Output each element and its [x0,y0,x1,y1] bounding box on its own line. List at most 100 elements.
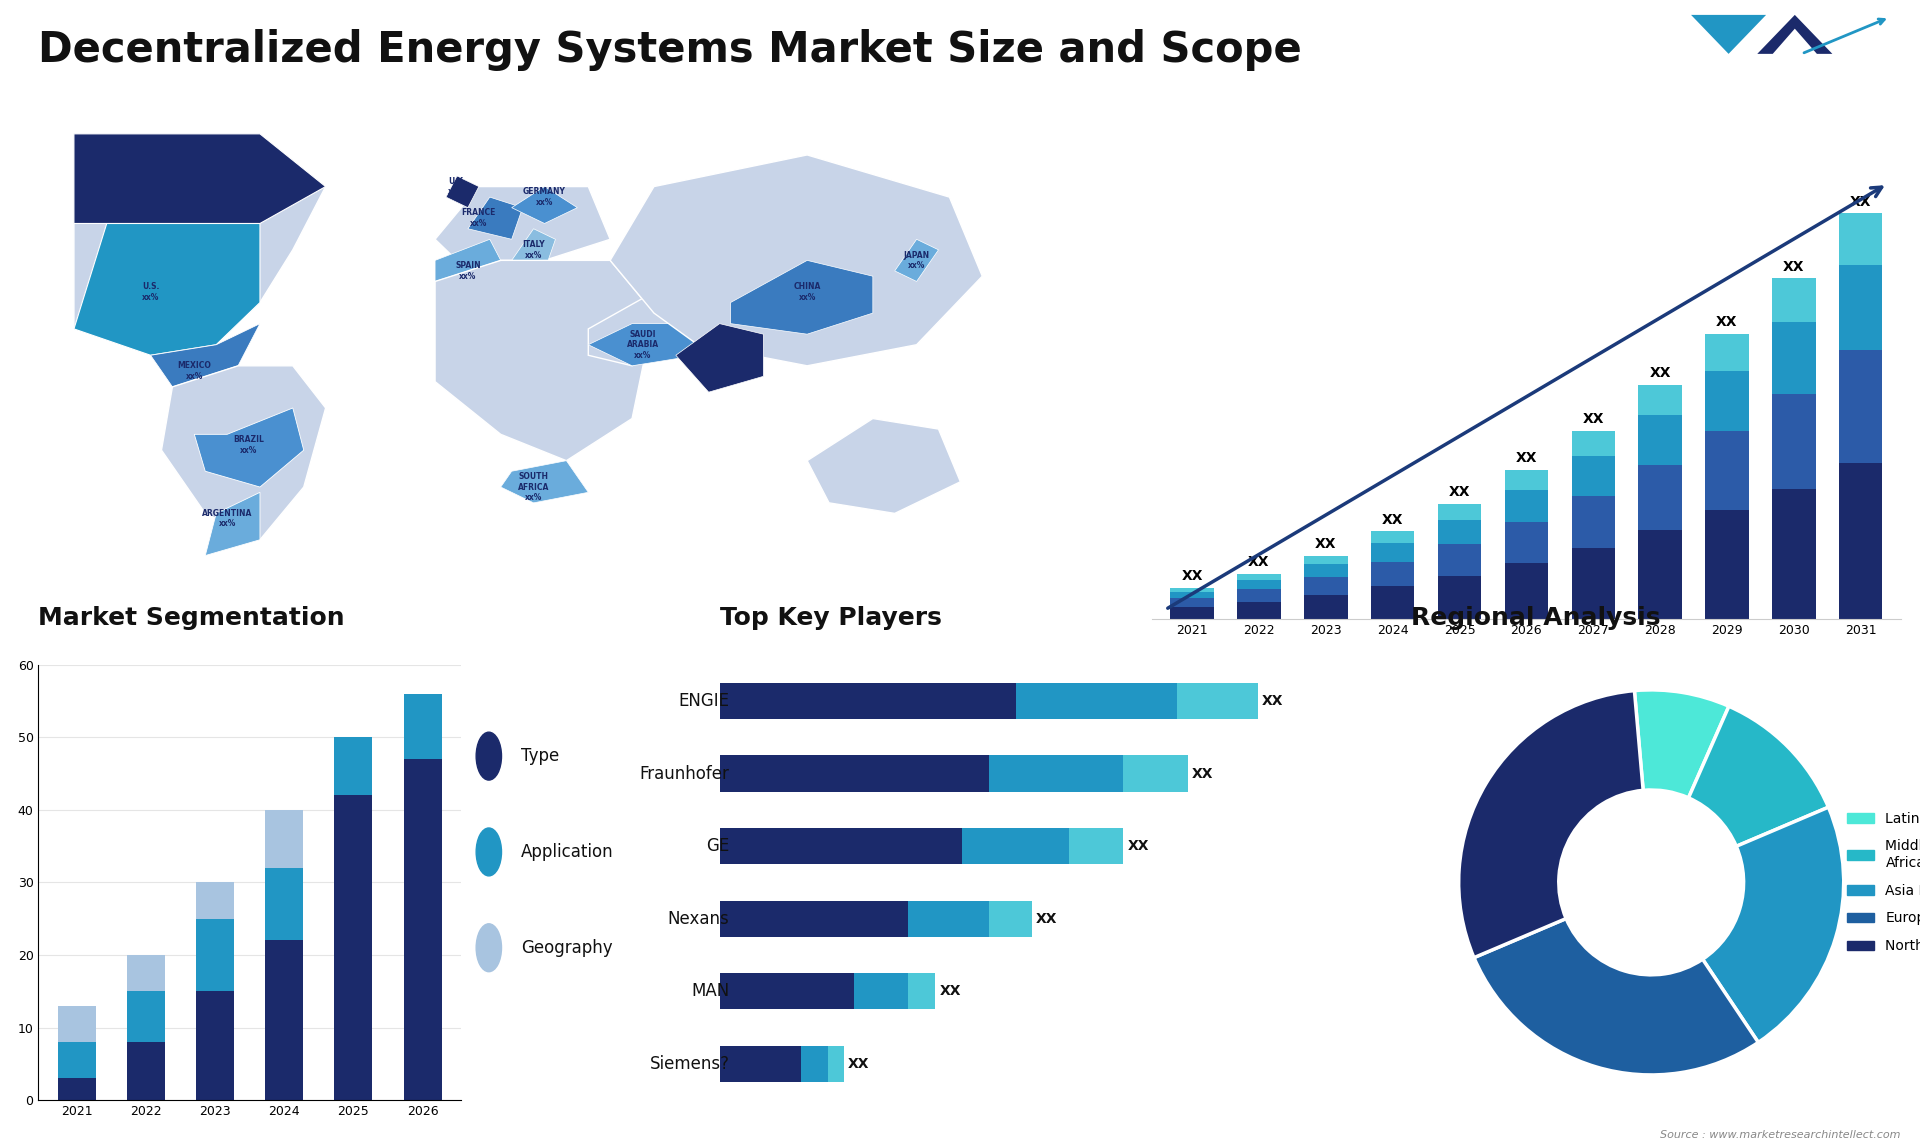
Text: XX: XX [849,1057,870,1070]
Polygon shape [511,229,555,270]
Bar [1171,591,1213,597]
Bar [1438,504,1480,519]
Bar [1304,556,1348,565]
Bar [1177,683,1258,720]
Bar [1505,470,1548,490]
Text: XX: XX [1582,413,1603,426]
Polygon shape [611,155,983,366]
Text: XX: XX [1181,570,1202,583]
Bar [908,973,935,1010]
Bar [1304,565,1348,578]
Bar [720,1045,801,1082]
Polygon shape [501,461,588,503]
Text: XX: XX [1261,694,1283,708]
Bar [1236,574,1281,580]
Bar [196,919,234,991]
Text: CANADA
xx%: CANADA xx% [144,188,180,206]
Bar [1171,588,1213,591]
Circle shape [476,827,501,876]
Circle shape [476,924,501,972]
Text: Nexans: Nexans [668,910,730,928]
Bar [1572,496,1615,548]
Bar [1505,490,1548,521]
Polygon shape [73,134,326,355]
Polygon shape [150,323,259,387]
Bar [265,941,303,1100]
Bar [196,882,234,919]
Bar [1304,578,1348,595]
Wedge shape [1703,807,1843,1043]
Text: ENGIE: ENGIE [678,692,730,711]
Text: Fraunhofer: Fraunhofer [639,764,730,783]
Bar [127,955,165,991]
Wedge shape [1459,691,1644,958]
Text: INTELLECT: INTELLECT [1774,107,1828,116]
Bar [1572,548,1615,619]
Bar [989,901,1031,937]
Bar [1638,416,1682,465]
Polygon shape [194,408,303,487]
Bar [1069,827,1123,864]
Bar [1016,683,1177,720]
Bar [1638,465,1682,531]
Text: INDIA
xx%: INDIA xx% [697,346,720,364]
Bar [720,973,854,1010]
Bar [1438,519,1480,544]
Bar [1839,351,1882,463]
Polygon shape [436,260,655,461]
Polygon shape [730,260,874,335]
Bar [1505,521,1548,564]
Text: XX: XX [1127,839,1148,853]
Bar [1236,580,1281,589]
Bar [1371,532,1415,543]
Bar [58,1042,96,1078]
Bar [403,693,442,759]
Bar [1638,531,1682,619]
Text: JAPAN
xx%: JAPAN xx% [904,251,929,270]
Bar [1705,333,1749,370]
Text: XX: XX [1716,315,1738,329]
Wedge shape [1475,919,1759,1075]
Text: ITALY
xx%: ITALY xx% [522,241,545,259]
Polygon shape [806,418,960,513]
Bar [334,795,372,1100]
Bar [196,991,234,1100]
Text: Top Key Players: Top Key Players [720,605,943,629]
Bar [1839,266,1882,351]
Text: Geography: Geography [520,939,612,957]
Text: XX: XX [1382,512,1404,527]
Bar [1772,394,1816,489]
Bar [1638,385,1682,416]
Text: XX: XX [1851,195,1872,209]
Text: XX: XX [1192,767,1213,780]
Bar [1572,431,1615,456]
Text: Decentralized Energy Systems Market Size and Scope: Decentralized Energy Systems Market Size… [38,29,1302,71]
Text: CHINA
xx%: CHINA xx% [793,282,822,301]
Polygon shape [468,197,522,240]
Text: XX: XX [939,984,960,998]
Text: FRANCE
xx%: FRANCE xx% [461,209,495,228]
Bar [1123,755,1188,792]
Bar [962,827,1069,864]
Bar [1772,489,1816,619]
Bar [1839,463,1882,619]
Text: XX: XX [1248,555,1269,570]
Polygon shape [1757,15,1832,54]
Bar [854,973,908,1010]
Text: XX: XX [1649,366,1670,380]
Bar [1572,456,1615,496]
Polygon shape [895,240,939,282]
Bar [989,755,1123,792]
Polygon shape [511,187,578,223]
Text: Market Segmentation: Market Segmentation [38,605,346,629]
Text: SOUTH
AFRICA
xx%: SOUTH AFRICA xx% [518,472,549,502]
Bar [1705,370,1749,431]
Polygon shape [161,366,326,540]
Text: SPAIN
xx%: SPAIN xx% [455,261,480,281]
Bar [1839,213,1882,266]
Bar [1371,562,1415,586]
Text: BRAZIL
xx%: BRAZIL xx% [234,435,265,455]
Wedge shape [1634,690,1728,798]
Bar [720,901,908,937]
Legend: Latin America, Middle East &
Africa, Asia Pacific, Europe, North America: Latin America, Middle East & Africa, Asi… [1841,806,1920,959]
